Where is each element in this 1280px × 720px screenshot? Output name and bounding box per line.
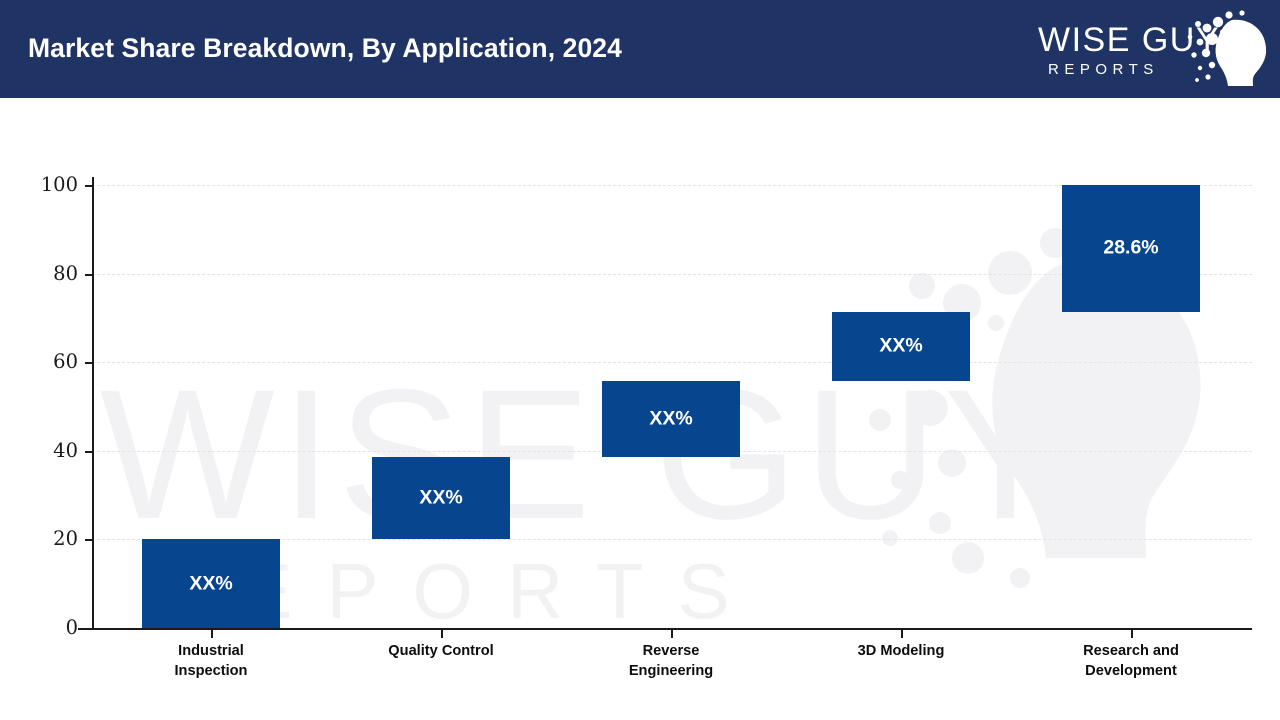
- category-line: Industrial: [178, 643, 244, 659]
- bar-reverse-engineering[interactable]: XX%: [602, 380, 740, 457]
- bar-label-industrial-inspection: XX%: [189, 572, 233, 595]
- gridline-100: [92, 185, 1252, 186]
- x-axis-line: [78, 628, 1252, 630]
- xtick-research-and-development: [1131, 628, 1133, 638]
- gridline-80: [92, 273, 1252, 275]
- category-line: 3D Modeling: [857, 643, 945, 659]
- category-label-reverse-engineering: Reverse Engineering: [571, 641, 771, 681]
- logo-wordmark-line2: REPORTS: [1048, 61, 1159, 78]
- xtick-industrial-inspection: [211, 628, 213, 638]
- bar-3d-modeling[interactable]: XX%: [832, 311, 970, 381]
- xtick-quality-control: [441, 628, 443, 638]
- bar-label-reverse-engineering: XX%: [649, 407, 693, 430]
- category-line: Inspection: [174, 663, 248, 679]
- xtick-reverse-engineering: [671, 628, 673, 638]
- page-title: Market Share Breakdown, By Application, …: [28, 33, 622, 63]
- category-line: Quality Control: [388, 643, 494, 659]
- category-line: Engineering: [628, 663, 714, 679]
- page-header: Market Share Breakdown, By Application, …: [0, 0, 1280, 98]
- plot-area: XX% XX% XX% XX% 28.6%: [92, 185, 1252, 628]
- xtick-3d-modeling: [901, 628, 903, 638]
- logo-wordmark-line1: WISE GUY: [1038, 21, 1220, 59]
- category-line: Research and: [1083, 643, 1179, 659]
- category-line: Development: [1085, 663, 1177, 679]
- logo-head-icon: [1187, 10, 1267, 86]
- y-axis-line: [92, 177, 94, 630]
- bar-quality-control[interactable]: XX%: [372, 457, 510, 540]
- category-label-quality-control: Quality Control: [341, 641, 541, 661]
- bar-label-3d-modeling: XX%: [879, 334, 923, 357]
- bar-label-research-and-development: 28.6%: [1103, 236, 1159, 259]
- category-line: Reverse: [642, 643, 700, 659]
- category-label-research-and-development: Research and Development: [1031, 641, 1231, 681]
- bar-label-quality-control: XX%: [419, 486, 463, 509]
- category-label-3d-modeling: 3D Modeling: [801, 641, 1001, 661]
- category-label-industrial-inspection: Industrial Inspection: [111, 641, 311, 681]
- bar-industrial-inspection[interactable]: XX%: [142, 539, 280, 628]
- wise-guy-reports-logo: WISE GUY REPORTS: [1022, 8, 1272, 90]
- bar-research-and-development[interactable]: 28.6%: [1062, 185, 1200, 312]
- gridline-20: [92, 539, 1252, 541]
- chart-container: WISE GUY REPORTS: [0, 98, 1280, 720]
- gridline-60: [92, 362, 1252, 364]
